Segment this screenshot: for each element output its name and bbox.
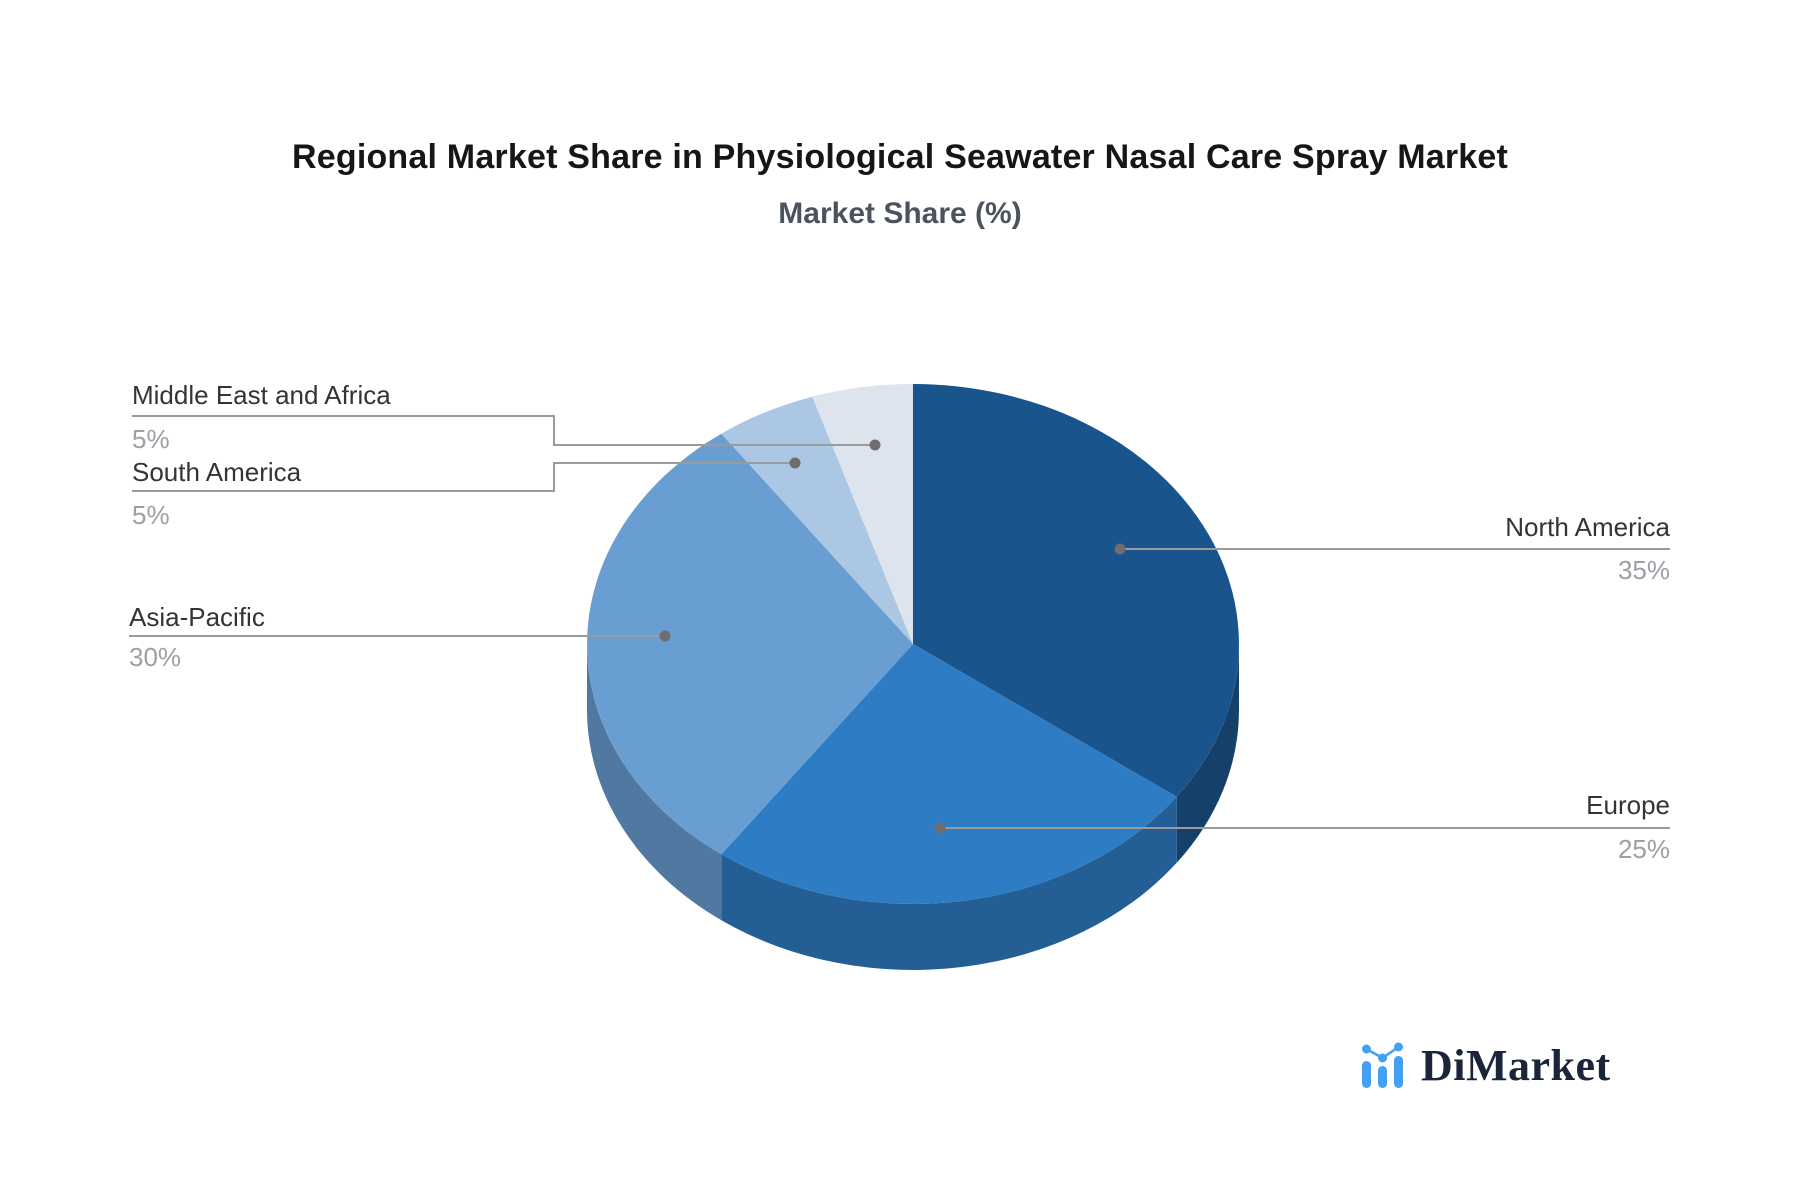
pie-slice-middle-east-and-africa <box>812 384 913 644</box>
logo-bar <box>1378 1066 1387 1088</box>
callout-dot-north-america <box>1114 543 1126 555</box>
bar-chart-logo-icon <box>1362 1042 1403 1088</box>
pie-slice-south-america <box>721 396 913 644</box>
callout-dot-south-america <box>789 457 801 469</box>
slice-label-asia-pacific: Asia-Pacific <box>129 602 265 632</box>
slice-value-north-america: 35% <box>1617 555 1670 585</box>
slice-value-europe: 25% <box>1617 834 1670 864</box>
logo-dot <box>1394 1042 1403 1052</box>
pie-slice-asia-pacific <box>587 433 913 855</box>
dimarket-logo: DiMarket <box>1360 1040 1611 1092</box>
callout-dot-europe <box>934 822 946 834</box>
pie-slice-side-north-america <box>1176 644 1239 863</box>
slice-value-south-america: 5% <box>132 500 170 530</box>
callout-line-south-america <box>132 462 795 492</box>
pie-slice-north-america <box>913 384 1239 797</box>
callout-line-middle-east-and-africa <box>132 415 875 446</box>
logo-text: DiMarket <box>1421 1041 1611 1090</box>
logo-bar <box>1362 1061 1371 1088</box>
slice-label-europe: Europe <box>1586 790 1670 820</box>
slice-label-south-america: South America <box>132 457 302 487</box>
slice-label-middle-east-and-africa: Middle East and Africa <box>132 380 391 410</box>
logo-dot <box>1362 1044 1371 1054</box>
pie-slice-europe <box>721 644 1177 904</box>
chart-subtitle: Market Share (%) <box>778 197 1022 230</box>
pie-slice-side-asia-pacific <box>587 644 722 921</box>
logo-dot <box>1378 1053 1387 1063</box>
pie-slice-side-europe <box>721 796 1177 970</box>
chart-title: Regional Market Share in Physiological S… <box>291 138 1509 176</box>
slice-label-north-america: North America <box>1505 512 1670 542</box>
logo-bar <box>1394 1056 1403 1088</box>
callout-dot-middle-east-and-africa <box>869 439 881 451</box>
slice-value-asia-pacific: 30% <box>129 642 182 672</box>
callout-dot-asia-pacific <box>659 630 671 642</box>
slice-value-middle-east-and-africa: 5% <box>132 424 170 454</box>
